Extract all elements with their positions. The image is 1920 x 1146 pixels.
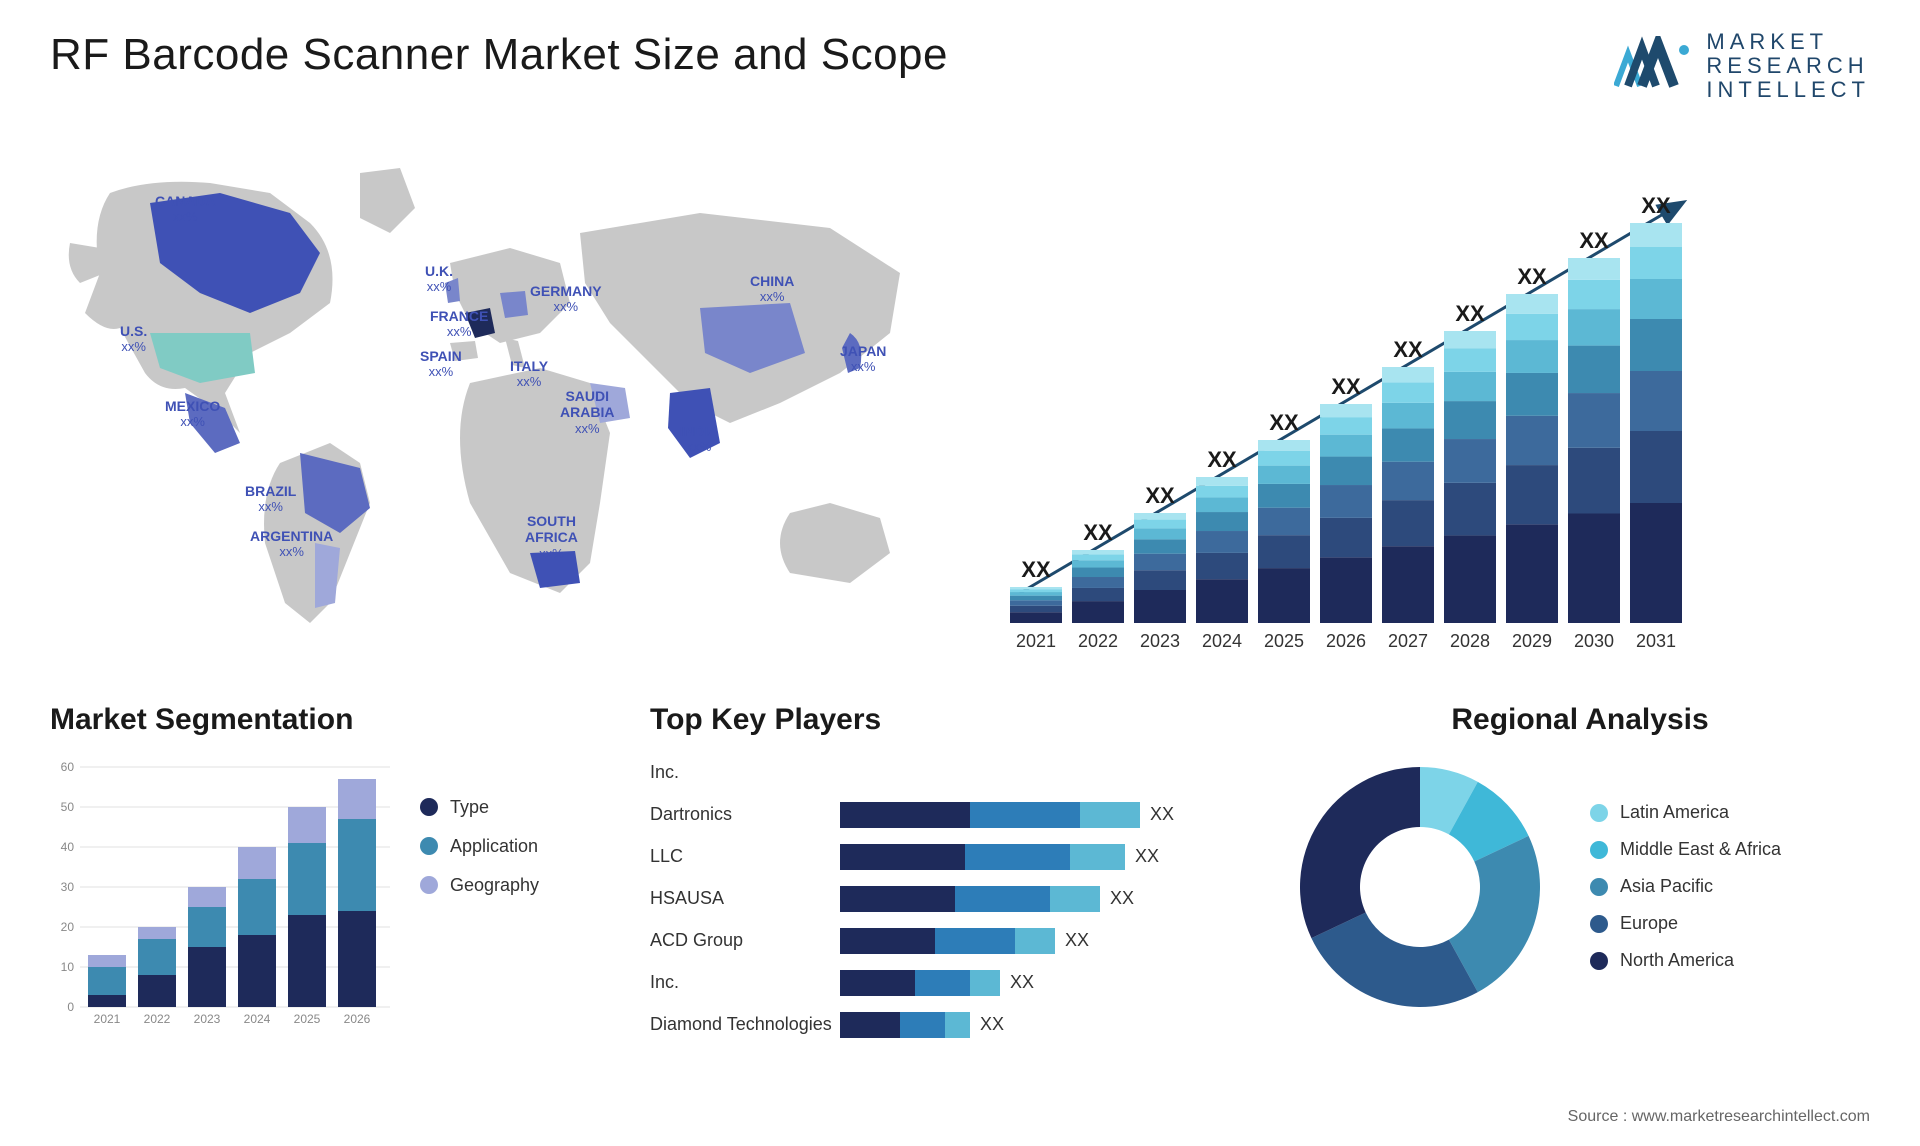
segmentation-title: Market Segmentation xyxy=(50,703,610,737)
svg-text:2029: 2029 xyxy=(1512,631,1552,651)
svg-text:10: 10 xyxy=(61,960,75,974)
country-label: SOUTHAFRICAxx% xyxy=(525,513,578,562)
svg-text:2025: 2025 xyxy=(1264,631,1304,651)
country-label: CANADAxx% xyxy=(155,193,216,225)
player-row: DartronicsXX xyxy=(650,799,1250,831)
legend-item: North America xyxy=(1590,950,1781,971)
svg-text:2027: 2027 xyxy=(1388,631,1428,651)
svg-text:XX: XX xyxy=(1579,228,1609,253)
country-label: U.K.xx% xyxy=(425,263,453,295)
svg-text:2023: 2023 xyxy=(194,1012,221,1026)
country-label: SAUDIARABIAxx% xyxy=(560,388,614,437)
svg-text:40: 40 xyxy=(61,840,75,854)
segmentation-legend: Type Application Geography xyxy=(420,757,539,1037)
segmentation-chart: 0 10 20 30 40 50 60 2021 2022 2023 2024 2025 2026 xyxy=(50,757,390,1037)
svg-text:2022: 2022 xyxy=(144,1012,171,1026)
svg-text:2024: 2024 xyxy=(1202,631,1242,651)
svg-text:XX: XX xyxy=(1517,264,1547,289)
player-row: Diamond TechnologiesXX xyxy=(650,1009,1250,1041)
svg-text:XX: XX xyxy=(1455,301,1485,326)
svg-text:2023: 2023 xyxy=(1140,631,1180,651)
regional-panel: Regional Analysis Latin America Middle Ea… xyxy=(1290,703,1870,1051)
country-label: ITALYxx% xyxy=(510,358,548,390)
svg-text:XX: XX xyxy=(1207,447,1237,472)
segmentation-panel: Market Segmentation 0 10 20 30 40 50 60 2021 202… xyxy=(50,703,610,1051)
svg-text:2021: 2021 xyxy=(94,1012,121,1026)
country-label: U.S.xx% xyxy=(120,323,147,355)
logo-icon xyxy=(1614,36,1694,96)
player-row: ACD GroupXX xyxy=(650,925,1250,957)
player-row: LLCXX xyxy=(650,841,1250,873)
regional-legend: Latin America Middle East & Africa Asia Pa… xyxy=(1590,802,1781,971)
country-label: CHINAxx% xyxy=(750,273,794,305)
world-map-section: CANADAxx% U.S.xx% MEXICOxx% BRAZILxx% ARGENT… xyxy=(50,133,950,653)
logo-line1: MARKET xyxy=(1706,30,1870,54)
legend-item: Middle East & Africa xyxy=(1590,839,1781,860)
player-row: Inc.XX xyxy=(650,967,1250,999)
svg-text:XX: XX xyxy=(1331,374,1361,399)
player-row: HSAUSAXX xyxy=(650,883,1250,915)
svg-text:50: 50 xyxy=(61,800,75,814)
svg-text:XX: XX xyxy=(1145,483,1175,508)
players-panel: Top Key Players Inc. DartronicsXX LLCXX HSA… xyxy=(650,703,1250,1051)
country-label: MEXICOxx% xyxy=(165,398,220,430)
svg-text:2031: 2031 xyxy=(1636,631,1676,651)
regional-title: Regional Analysis xyxy=(1290,703,1870,737)
svg-text:2028: 2028 xyxy=(1450,631,1490,651)
players-list: Inc. DartronicsXX LLCXX HSAUSAXX ACD GroupXX… xyxy=(650,757,1250,1041)
svg-text:XX: XX xyxy=(1269,410,1299,435)
svg-text:XX: XX xyxy=(1083,520,1113,545)
page-title: RF Barcode Scanner Market Size and Scope xyxy=(50,30,948,80)
regional-donut xyxy=(1290,757,1550,1017)
svg-text:30: 30 xyxy=(61,880,75,894)
source-text: Source : www.marketresearchintellect.com xyxy=(1568,1108,1870,1126)
legend-item: Latin America xyxy=(1590,802,1781,823)
logo: MARKET RESEARCH INTELLECT xyxy=(1614,30,1870,103)
country-label: INDIAxx% xyxy=(680,423,718,455)
growth-bar-chart: XX 2021 XX 2022 XX 2023 XX 2024 XX 2025 XX 2026 XX 20… xyxy=(990,133,1870,653)
svg-text:20: 20 xyxy=(61,920,75,934)
svg-text:2026: 2026 xyxy=(1326,631,1366,651)
country-label: GERMANYxx% xyxy=(530,283,602,315)
legend-item: Europe xyxy=(1590,913,1781,934)
svg-text:XX: XX xyxy=(1641,193,1671,218)
country-label: SPAINxx% xyxy=(420,348,462,380)
svg-text:2024: 2024 xyxy=(244,1012,271,1026)
svg-text:2030: 2030 xyxy=(1574,631,1614,651)
players-title: Top Key Players xyxy=(650,703,1250,737)
svg-text:XX: XX xyxy=(1393,337,1423,362)
svg-text:0: 0 xyxy=(67,1000,74,1014)
legend-item: Type xyxy=(420,797,539,818)
svg-text:2021: 2021 xyxy=(1016,631,1056,651)
logo-line2: RESEARCH xyxy=(1706,54,1870,78)
player-row: Inc. xyxy=(650,757,1250,789)
svg-text:XX: XX xyxy=(1021,557,1051,582)
svg-text:2025: 2025 xyxy=(294,1012,321,1026)
svg-text:60: 60 xyxy=(61,760,75,774)
country-label: FRANCExx% xyxy=(430,308,488,340)
country-label: BRAZILxx% xyxy=(245,483,296,515)
legend-item: Geography xyxy=(420,875,539,896)
svg-text:2022: 2022 xyxy=(1078,631,1118,651)
legend-item: Asia Pacific xyxy=(1590,876,1781,897)
country-label: ARGENTINAxx% xyxy=(250,528,333,560)
svg-text:2026: 2026 xyxy=(344,1012,371,1026)
legend-item: Application xyxy=(420,836,539,857)
logo-line3: INTELLECT xyxy=(1706,78,1870,102)
country-label: JAPANxx% xyxy=(840,343,886,375)
